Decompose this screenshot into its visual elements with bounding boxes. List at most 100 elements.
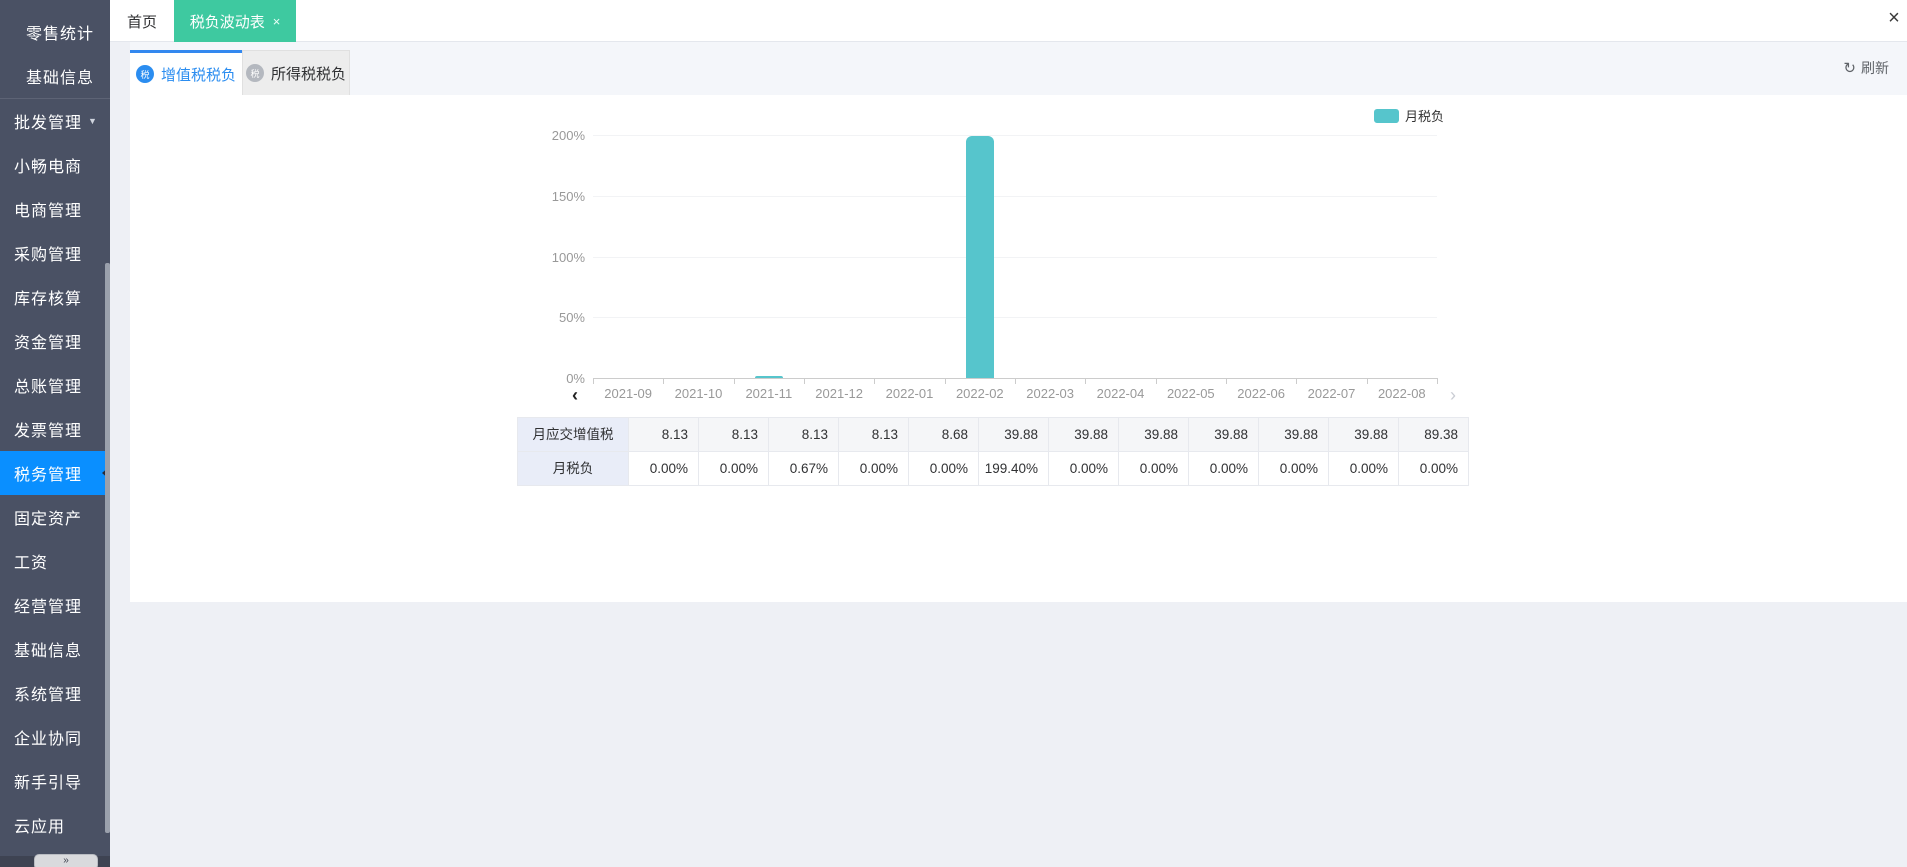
y-axis-tick-label: 100%	[551, 249, 585, 265]
sidebar-item-label: 库存核算	[14, 291, 83, 308]
panel-tab-增值税税负[interactable]: 税增值税税负	[130, 50, 242, 95]
gridline	[593, 135, 1437, 136]
sidebar-item-label: 固定资产	[14, 511, 83, 528]
sidebar-item-新手引导[interactable]: 新手引导	[0, 759, 110, 803]
sidebar-item-label: 企业协同	[14, 731, 83, 748]
panel-tab-label: 所得税税负	[270, 65, 346, 83]
sidebar-item-label: 系统管理	[14, 687, 83, 704]
sidebar-item-电商管理[interactable]: 电商管理	[0, 187, 110, 231]
table-cell: 39.88	[1329, 418, 1399, 452]
sidebar-item-云应用[interactable]: 云应用	[0, 803, 110, 847]
x-axis-tick	[1296, 378, 1297, 384]
refresh-icon: ↻	[1843, 60, 1856, 77]
sidebar-top-padding	[0, 0, 110, 10]
prev-arrow-icon[interactable]: ‹	[572, 385, 578, 405]
y-axis-tick-label: 150%	[551, 188, 585, 204]
sidebar-item-税务管理[interactable]: 税务管理	[0, 451, 110, 495]
table-cell: 0.00%	[1189, 452, 1259, 486]
sidebar-item-label: 资金管理	[14, 335, 83, 352]
tax-badge-icon: 税	[135, 65, 154, 83]
sidebar-item-总账管理[interactable]: 总账管理	[0, 363, 110, 407]
table-cell: 39.88	[1049, 418, 1119, 452]
sidebar-item-label: 云应用	[14, 819, 66, 836]
table-cell: 0.00%	[909, 452, 979, 486]
x-axis-tick	[593, 378, 594, 384]
top-tab-label: 首页	[126, 13, 157, 31]
sidebar-menu: 零售统计 基础信息 批发管理 ▼ 小畅电商 电商管理 采购管理 库存核算 资金管理 总账管理 发票管…	[0, 0, 110, 847]
sidebar-item-label: 电商管理	[14, 203, 83, 220]
x-axis-category-label: 2021-12	[815, 386, 864, 401]
table-cell: 39.88	[1119, 418, 1189, 452]
x-axis-category-label: 2022-05	[1166, 386, 1215, 401]
sidebar-item-系统管理[interactable]: 系统管理	[0, 671, 110, 715]
table-cell: 8.13	[769, 418, 839, 452]
panel-tab-所得税税负[interactable]: 税所得税税负	[242, 50, 350, 95]
sidebar-item-资金管理[interactable]: 资金管理	[0, 319, 110, 363]
sidebar-item-基础信息[interactable]: 基础信息	[0, 627, 110, 671]
window-close-icon[interactable]: ×	[1888, 7, 1900, 29]
y-axis-tick-label: 50%	[558, 310, 585, 326]
sidebar-item-label: 新手引导	[14, 775, 83, 792]
sidebar-scrollbar[interactable]	[105, 263, 110, 833]
top-tab-label: 税负波动表	[189, 13, 265, 31]
sidebar-item-工资[interactable]: 工资	[0, 539, 110, 583]
panel-tab-label: 增值税税负	[160, 66, 236, 84]
table-cell: 0.67%	[769, 452, 839, 486]
x-axis-tick	[663, 378, 664, 384]
sidebar-item-企业协同[interactable]: 企业协同	[0, 715, 110, 759]
bar-2021-11	[754, 376, 783, 378]
sidebar-item-库存核算[interactable]: 库存核算	[0, 275, 110, 319]
gridline	[593, 195, 1437, 197]
sidebar-item-批发管理[interactable]: 批发管理 ▼	[0, 99, 110, 143]
sidebar-item-label: 总账管理	[14, 379, 83, 396]
sidebar-item-小畅电商[interactable]: 小畅电商	[0, 143, 110, 187]
gridline	[593, 256, 1437, 258]
refresh-button[interactable]: ↻ 刷新	[1843, 58, 1889, 78]
refresh-label: 刷新	[1861, 60, 1889, 76]
x-axis-category-label: 2021-09	[604, 386, 653, 401]
x-axis-tick	[1226, 378, 1227, 384]
sidebar-collapse-button[interactable]: »	[34, 854, 98, 867]
table-cell: 0.00%	[1329, 452, 1399, 486]
table-cell: 0.00%	[1119, 452, 1189, 486]
bar-2022-02	[965, 135, 994, 378]
panel-tabs: 税增值税税负税所得税税负	[130, 50, 350, 95]
top-tab-首页[interactable]: 首页	[110, 0, 174, 42]
sidebar-item-经营管理[interactable]: 经营管理	[0, 583, 110, 627]
table-cell: 8.68	[909, 418, 979, 452]
legend-label: 月税负	[1405, 109, 1445, 124]
x-axis-category-label: 2022-02	[955, 386, 1004, 401]
caret-down-icon: ▼	[88, 116, 98, 126]
table-cell: 8.13	[839, 418, 909, 452]
sidebar-item-固定资产[interactable]: 固定资产	[0, 495, 110, 539]
table-row-月税负: 月税负 0.00% 0.00% 0.67% 0.00% 0.00% 199.40% 0.00%…	[518, 452, 1469, 486]
top-tab-bar: 首页 税负波动表 × ×	[110, 0, 1907, 42]
table-cell: 0.00%	[1049, 452, 1119, 486]
sidebar-item-采购管理[interactable]: 采购管理	[0, 231, 110, 275]
tax-data-table: 月应交增值税 8.13 8.13 8.13 8.13 8.68 39.88 39.88 39.8…	[517, 417, 1469, 486]
collapse-icon: »	[63, 855, 69, 866]
x-axis-category-label: 2022-07	[1307, 386, 1356, 401]
content-panel: 税增值税税负税所得税税负 ↻ 刷新 月税负 0% 50% 100% 150% 200% 2…	[130, 42, 1907, 602]
sidebar-item-发票管理[interactable]: 发票管理	[0, 407, 110, 451]
tab-close-icon[interactable]: ×	[272, 13, 281, 29]
sidebar-item-label: 基础信息	[14, 643, 83, 660]
next-arrow-icon[interactable]: ›	[1450, 385, 1456, 405]
table-row-月应交增值税: 月应交增值税 8.13 8.13 8.13 8.13 8.68 39.88 39.88 39.8…	[518, 418, 1469, 452]
chart-legend-item[interactable]: 月税负	[1374, 106, 1444, 125]
table-cell: 199.40%	[979, 452, 1049, 486]
x-axis-tick	[1156, 378, 1157, 384]
tax-badge-icon: 税	[245, 64, 264, 82]
sidebar-item-基础信息[interactable]: 基础信息	[26, 70, 95, 87]
sidebar-item-零售统计[interactable]: 零售统计	[26, 26, 95, 43]
sidebar-item-label: 发票管理	[14, 423, 83, 440]
x-axis-category-label: 2021-10	[674, 386, 723, 401]
top-tab-税负波动表[interactable]: 税负波动表 ×	[174, 0, 296, 42]
table-cell: 39.88	[979, 418, 1049, 452]
legend-swatch	[1374, 108, 1399, 123]
sidebar-item-label: 工资	[14, 555, 49, 572]
sidebar-item-label: 经营管理	[14, 599, 83, 616]
sidebar-item-label: 税务管理	[14, 467, 83, 484]
table-cell: 0.00%	[629, 452, 699, 486]
